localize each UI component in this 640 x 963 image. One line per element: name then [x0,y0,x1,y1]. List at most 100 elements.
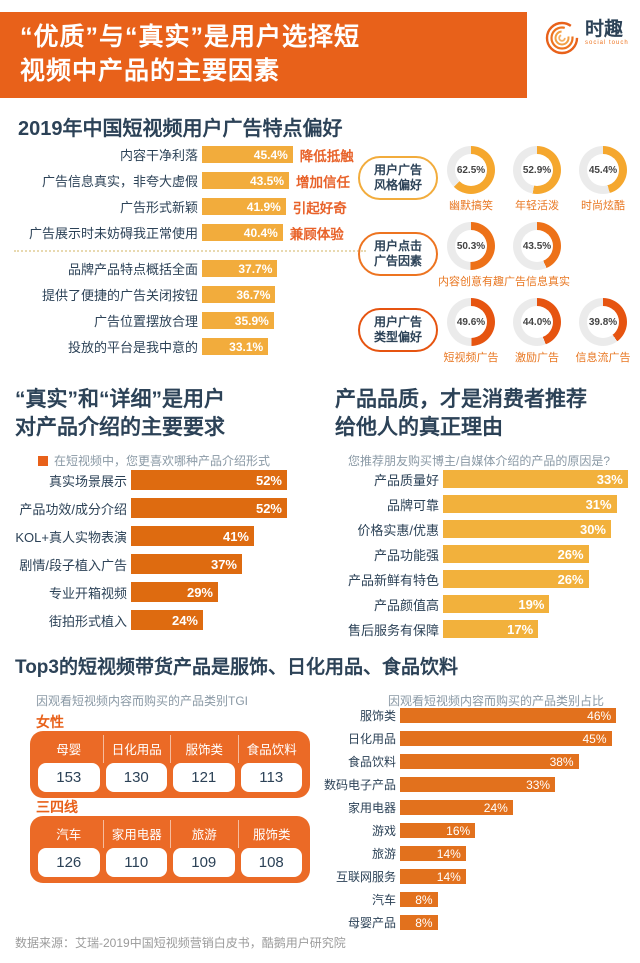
page-title-line1: “优质”与“真实”是用户选择短 [20,23,361,51]
bar-label: 提供了便捷的广告关闭按钮 [41,288,198,303]
bar-annotation: 兼顾体验 [289,226,344,242]
donut-group-style: 用户广告 风格偏好 62.5% 幽默搞笑 52.9% 年轻活泼 45.4% 时尚… [358,146,638,213]
bar-row: 广告形式新颖 41.9% 引起好奇 [14,198,366,216]
bar-label: 数码电子产品 [323,778,396,792]
purchase-share-bar-chart: 服饰类 46% 日化用品 45% 食品饮料 38% 数码电子产品 33% 家用电… [320,708,638,938]
tgi-cell: 母婴 153 [35,735,103,792]
tgi-header: 家用电器 [102,820,171,848]
bar-label: 母婴产品 [347,916,396,930]
spiral-logo-icon [545,21,579,55]
donut-chart: 43.5% [513,222,561,270]
bar-label: 食品饮料 [347,755,396,769]
bar-label: 品牌可靠 [386,497,439,513]
bar-label: 游戏 [371,824,396,838]
legend-text: 在短视频中，您更喜欢哪种产品介绍形式 [54,454,271,468]
bar-row: 提供了便捷的广告关闭按钮 36.7% [14,286,366,303]
bar-row: 品牌产品特点概括全面 37.7% [14,260,366,277]
bar-label: 广告信息真实，非夸大虚假 [41,174,198,189]
bar-label: 产品新鲜有特色 [347,572,439,588]
bar-row: 售后服务有保障 17% [335,620,635,638]
bar-row: 内容干净利落 45.4% 降低抵触 [14,146,366,164]
tgi-header: 旅游 [170,820,238,848]
bar: 14% [400,846,466,861]
section1-title: 2019年中国短视频用户广告特点偏好 [18,118,343,140]
tgi-cell: 汽车 126 [35,820,103,877]
bar-row: 广告展示时未妨碍我正常使用 40.4% 兼顾体验 [14,224,366,242]
tgi-header: 汽车 [56,828,82,842]
data-source-note: 数据来源：艾瑞-2019中国短视频营销白皮书，酷鹅用户研究院 [15,936,346,950]
tgi-header: 食品饮料 [237,735,306,763]
donut-label: 激励广告 [515,352,559,364]
donut-item: 62.5% 幽默搞笑 [438,146,504,213]
donut-item: 50.3% 内容创意有趣 [438,222,504,289]
donut-chart: 62.5% [447,146,495,194]
donut-label: 短视频广告 [443,352,499,364]
bar: 8% [400,892,438,907]
tgi-value: 113 [240,763,302,792]
tgi-cell: 食品饮料 113 [237,735,306,792]
bar-label: 价格实惠/优惠 [357,522,439,538]
bar-label: 剧情/段子植入广告 [19,557,127,573]
bar-value: 46% [587,708,612,723]
bar-label: 互联网服务 [335,870,396,884]
tgi-cell: 服饰类 108 [237,820,306,877]
bar-value: 19% [518,596,545,612]
bar-value: 41.9% [246,199,281,214]
bar-value: 45.4% [253,147,288,162]
bar: 16% [400,823,476,838]
bar: 37.7% [202,260,278,277]
bar-value: 41% [222,528,249,544]
tgi-value: 108 [240,848,302,877]
tgi-value: 121 [173,763,235,792]
donut-item: 52.9% 年轻活泼 [504,146,570,213]
tgi-header: 服饰类 [170,735,238,763]
bar-row: 互联网服务 14% [320,869,638,884]
bar-value: 17% [507,621,534,637]
bar-value: 16% [446,823,471,838]
bar: 17% [443,620,539,638]
bar-value: 26% [557,571,584,587]
bar-row: 产品新鲜有特色 26% [335,570,635,588]
bar-value: 8% [415,915,433,930]
bar-label: 真实场景展示 [48,473,127,489]
bar-label: 服饰类 [359,709,396,723]
tgi-header: 日化用品 [102,735,171,763]
tgi-table-tier34: 汽车 126 家用电器 110 旅游 109 服饰类 108 [30,816,310,883]
donut-charts: 用户广告 风格偏好 62.5% 幽默搞笑 52.9% 年轻活泼 45.4% 时尚… [358,146,638,374]
tgi-value: 109 [173,848,235,877]
tgi-value: 153 [38,763,100,792]
donut-chart: 52.9% [513,146,561,194]
bar-label: 售后服务有保障 [347,622,439,638]
bar-annotation: 增加信任 [296,174,350,190]
bar: 45.4% [202,146,293,163]
bar-row: 品牌可靠 31% [335,495,635,513]
bar-row: 街拍形式植入 24% [15,610,327,630]
tgi-cell: 旅游 109 [170,820,238,877]
bar-row: 广告信息真实，非夸大虚假 43.5% 增加信任 [14,172,366,190]
bar-value: 33% [526,777,551,792]
donut-value: 44.0% [521,306,553,338]
bar-label: 广告展示时未妨碍我正常使用 [28,226,198,241]
bar: 45% [400,731,612,746]
bar-row: 日化用品 45% [320,731,638,746]
bar: 29% [131,582,218,602]
recommend-reason-bar-chart: 产品质量好 33% 品牌可靠 31% 价格实惠/优惠 30% 产品功能强 26%… [335,470,635,645]
bar: 19% [443,595,550,613]
bar-label: 街拍形式植入 [48,613,127,629]
bar-value: 8% [415,892,433,907]
brand-tagline: social touch [585,40,629,46]
intro-format-bar-chart: 真实场景展示 52% 产品功效/成分介绍 52% KOL+真人实物表演 41% … [15,470,327,638]
brand-logo: 时趣 social touch [544,20,636,56]
bar: 37% [131,554,242,574]
bar-label: 产品质量好 [373,472,439,488]
tgi-group-female: 女性 [36,714,64,730]
bar: 35.9% [202,312,274,329]
bar-label: 专业开箱视频 [48,585,127,601]
bar-label: 家用电器 [347,801,396,815]
donut-label: 年轻活泼 [515,200,559,212]
bar-value: 31% [585,496,612,512]
bar-label: 内容干净利落 [119,148,198,163]
donut-group-label: 用户点击 广告因素 [358,232,438,276]
donut-value: 50.3% [455,230,487,262]
bar-row: 产品颜值高 19% [335,595,635,613]
